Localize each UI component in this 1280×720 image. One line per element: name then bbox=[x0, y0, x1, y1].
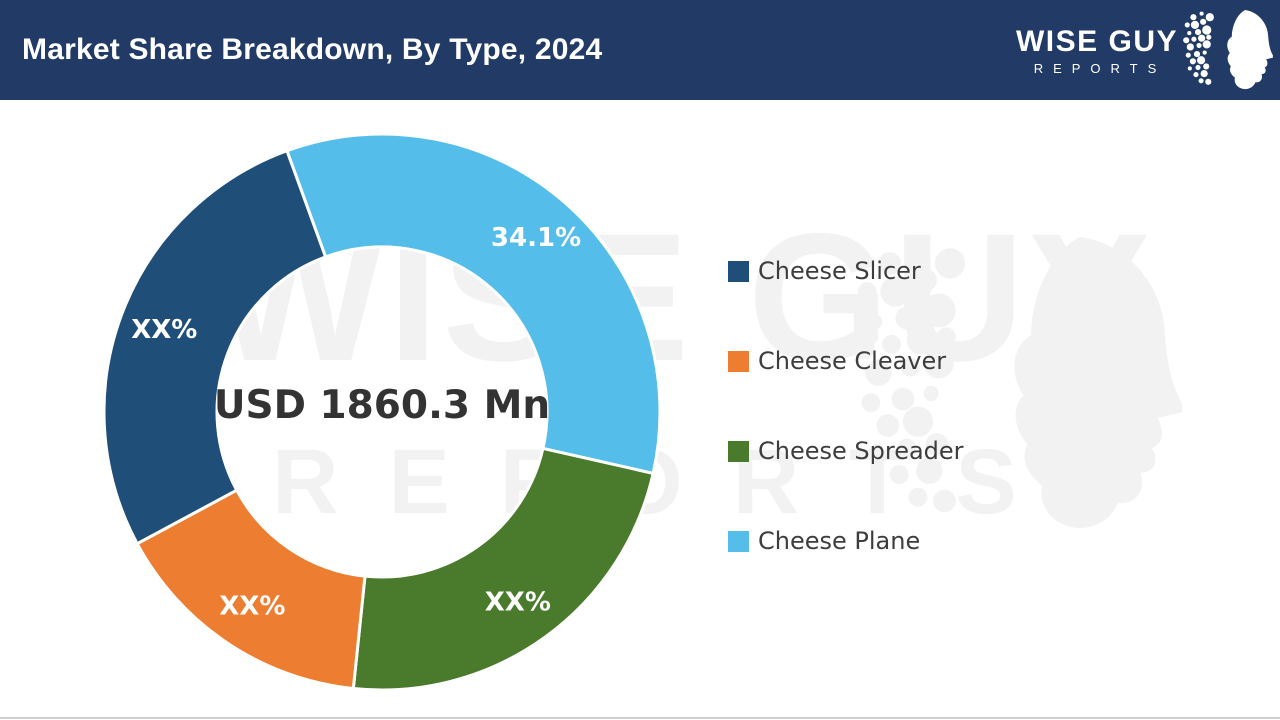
legend-label: Cheese Slicer bbox=[758, 257, 921, 285]
legend-swatch-cheese-cleaver bbox=[728, 350, 749, 372]
donut-slice-cheese-slicer[interactable] bbox=[102, 148, 328, 546]
donut-chart: 34.1% XX% XX% XX% USD 1860.3 Mn bbox=[102, 132, 662, 692]
slice-value-label-cheese-cleaver: XX% bbox=[219, 592, 285, 622]
logo-text: WISE GUY REPORTS bbox=[1016, 25, 1178, 76]
chart-area: WISE GUY REPORTS 34.1% XX% XX% XX% USD 1860.… bbox=[0, 100, 1280, 720]
legend-label: Cheese Plane bbox=[758, 527, 921, 555]
donut-slice-cheese-spreader[interactable] bbox=[351, 446, 655, 692]
donut-slice-cheese-plane[interactable] bbox=[284, 132, 662, 476]
legend-label: Cheese Spreader bbox=[758, 437, 964, 465]
legend-item-cheese-plane[interactable]: Cheese Plane bbox=[728, 526, 964, 556]
legend-swatch-cheese-spreader bbox=[728, 440, 749, 462]
logo-subtitle: REPORTS bbox=[1033, 60, 1167, 76]
wise-guy-logo: WISE GUY REPORTS bbox=[1016, 6, 1274, 94]
legend-item-cheese-spreader[interactable]: Cheese Spreader bbox=[728, 436, 964, 466]
logo-face-icon bbox=[1183, 10, 1273, 90]
legend-swatch-cheese-slicer bbox=[728, 260, 749, 282]
donut-center-value: USD 1860.3 Mn bbox=[214, 383, 550, 428]
legend-label: Cheese Cleaver bbox=[758, 347, 947, 375]
header-bar: Market Share Breakdown, By Type, 2024 WI… bbox=[0, 0, 1280, 100]
slice-value-label-cheese-plane: 34.1% bbox=[491, 223, 581, 253]
slice-value-label-cheese-spreader: XX% bbox=[485, 587, 551, 617]
page-title: Market Share Breakdown, By Type, 2024 bbox=[22, 33, 603, 66]
legend-swatch-cheese-plane bbox=[728, 530, 749, 552]
slice-value-label-cheese-slicer: XX% bbox=[131, 315, 197, 345]
legend: Cheese Slicer Cheese Cleaver Cheese Spre… bbox=[728, 256, 964, 616]
logo-wordmark: WISE GUY bbox=[1015, 24, 1178, 58]
bottom-border bbox=[0, 717, 1280, 719]
legend-item-cheese-cleaver[interactable]: Cheese Cleaver bbox=[728, 346, 964, 376]
legend-item-cheese-slicer[interactable]: Cheese Slicer bbox=[728, 256, 964, 286]
